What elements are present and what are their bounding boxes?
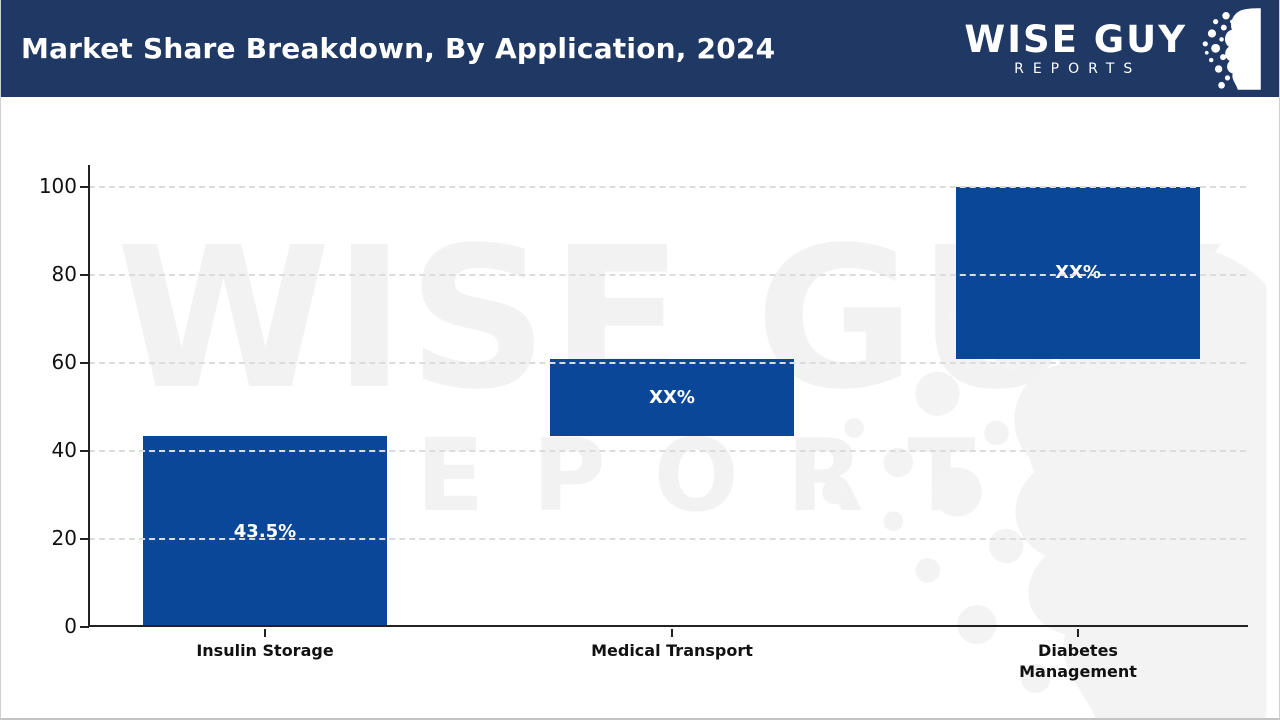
- gridline-20: [89, 538, 1246, 540]
- page-title: Market Share Breakdown, By Application, …: [21, 32, 776, 65]
- header: Market Share Breakdown, By Application, …: [1, 0, 1279, 97]
- bar-value-label: XX%: [1055, 262, 1101, 284]
- y-axis-line: [88, 165, 90, 627]
- y-tick-80: [80, 274, 89, 276]
- gridline-80: [89, 274, 1246, 276]
- gridline-60: [89, 362, 1246, 364]
- x-axis-line: [88, 625, 1248, 627]
- logo-wordmark: WISE GUY: [964, 17, 1187, 61]
- bar-1: XX%: [550, 358, 794, 436]
- category-label: Insulin Storage: [196, 641, 334, 660]
- y-axis-label-0: 0: [64, 614, 77, 638]
- bar-value-label: XX%: [649, 386, 695, 408]
- y-axis-label-40: 40: [51, 438, 77, 462]
- y-tick-20: [80, 538, 89, 540]
- x-tick-1: [671, 629, 673, 637]
- category-label: Medical Transport: [591, 641, 753, 660]
- logo-face-icon: [1202, 7, 1261, 90]
- y-tick-100: [80, 186, 89, 188]
- chart-area: WISE GUY REPORTS 0 20 40 60 80 100 43.5% XX% XX%…: [1, 97, 1279, 718]
- logo-subtitle: REPORTS: [1014, 60, 1142, 77]
- y-axis-label-60: 60: [51, 350, 77, 374]
- y-axis-label-80: 80: [51, 262, 77, 286]
- y-tick-0: [80, 626, 89, 628]
- gridline-40: [89, 450, 1246, 452]
- bar-0: 43.5%: [143, 435, 387, 627]
- y-axis-label-20: 20: [51, 526, 77, 550]
- x-tick-0: [264, 629, 266, 637]
- bar-value-label: 43.5%: [233, 520, 297, 542]
- category-label: Diabetes Management: [1019, 641, 1137, 681]
- y-axis-label-100: 100: [38, 174, 77, 198]
- y-tick-60: [80, 362, 89, 364]
- bar-2: XX%: [956, 187, 1200, 359]
- y-tick-40: [80, 450, 89, 452]
- gridline-100: [89, 186, 1246, 188]
- logo-text: WISE GUY REPORTS: [964, 21, 1187, 77]
- x-tick-2: [1077, 629, 1079, 637]
- logo: WISE GUY REPORTS: [964, 6, 1263, 92]
